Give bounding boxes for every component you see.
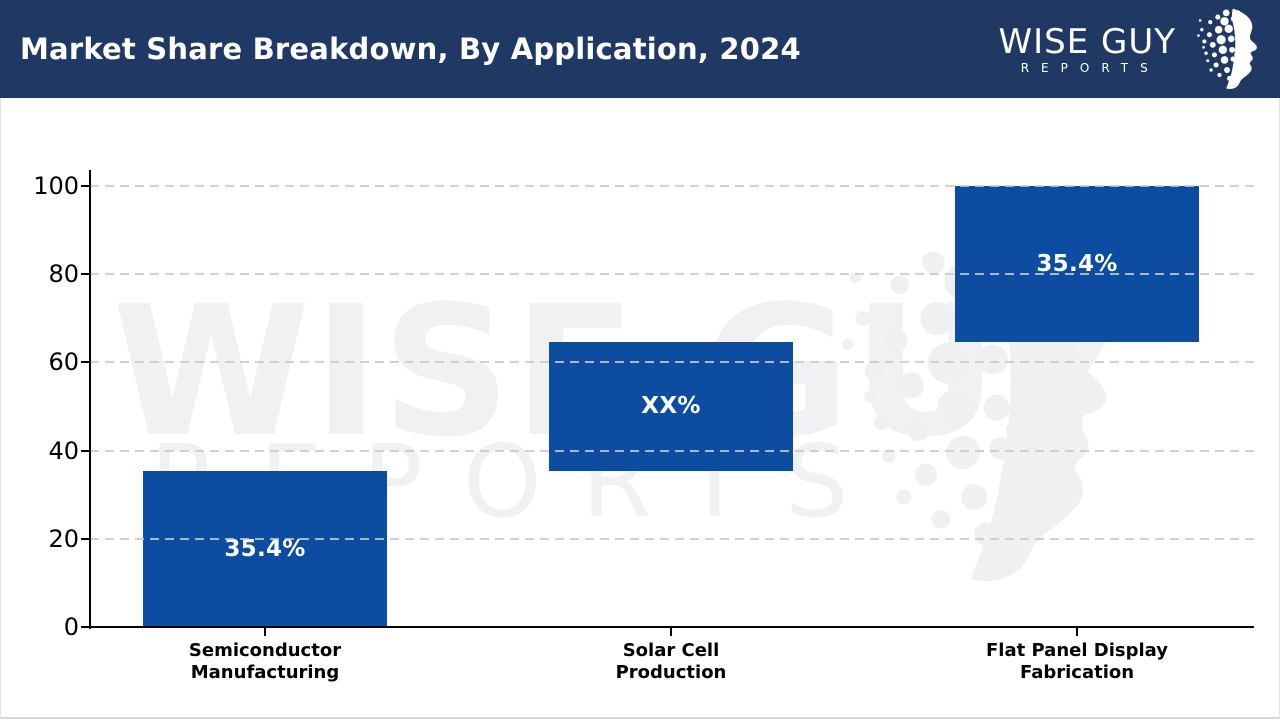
x-tick-mark <box>1076 628 1078 636</box>
gridline <box>90 361 1254 364</box>
gridline <box>90 449 1254 452</box>
bar-value-label: 35.4% <box>1036 251 1118 278</box>
logo-text: WISE GUY REPORTS <box>998 25 1176 74</box>
x-tick-mark <box>670 628 672 636</box>
header-bar: Market Share Breakdown, By Application, … <box>0 0 1280 98</box>
logo-wordmark: WISE GUY <box>998 21 1176 62</box>
y-tick-label: 100 <box>33 172 79 200</box>
x-category-label-line: Production <box>615 662 727 683</box>
x-category-label-line: Semiconductor <box>188 640 342 661</box>
y-tick-label: 80 <box>48 260 79 289</box>
y-tick-label: 0 <box>63 613 79 641</box>
y-tick-mark <box>81 185 89 187</box>
y-tick-label: 20 <box>48 524 79 553</box>
bar-segment: 35.4% <box>955 186 1199 343</box>
x-category-label-line: Fabrication <box>1019 662 1135 683</box>
logo-subtitle: REPORTS <box>1020 60 1160 75</box>
y-axis-line <box>89 170 91 629</box>
x-category-label: Solar Cell Production <box>521 640 821 684</box>
gridline <box>90 273 1254 276</box>
bar-segment: XX% <box>549 342 793 471</box>
bar-value-label: XX% <box>641 393 701 420</box>
page-title: Market Share Breakdown, By Application, … <box>20 32 801 66</box>
y-tick-mark <box>81 626 89 628</box>
y-tick-mark <box>81 537 89 540</box>
y-tick-mark <box>81 449 89 452</box>
y-tick-mark <box>81 361 89 364</box>
x-axis-line <box>89 626 1254 628</box>
gridline <box>90 185 1254 187</box>
y-tick-mark <box>81 273 89 276</box>
x-category-label-line: Flat Panel Display <box>985 640 1168 661</box>
bar-segment: 35.4% <box>143 470 387 627</box>
bar-value-label: 35.4% <box>224 535 306 562</box>
y-tick-label: 40 <box>48 436 79 465</box>
x-category-label: Semiconductor Manufacturing <box>115 640 415 684</box>
gridline <box>90 537 1254 540</box>
x-tick-mark <box>264 628 266 636</box>
x-category-label-line: Solar Cell <box>622 640 720 661</box>
logo: WISE GUY REPORTS <box>998 0 1266 98</box>
y-tick-label: 60 <box>48 348 79 377</box>
x-category-label: Flat Panel Display Fabrication <box>927 640 1227 684</box>
x-category-label-line: Manufacturing <box>190 662 340 683</box>
